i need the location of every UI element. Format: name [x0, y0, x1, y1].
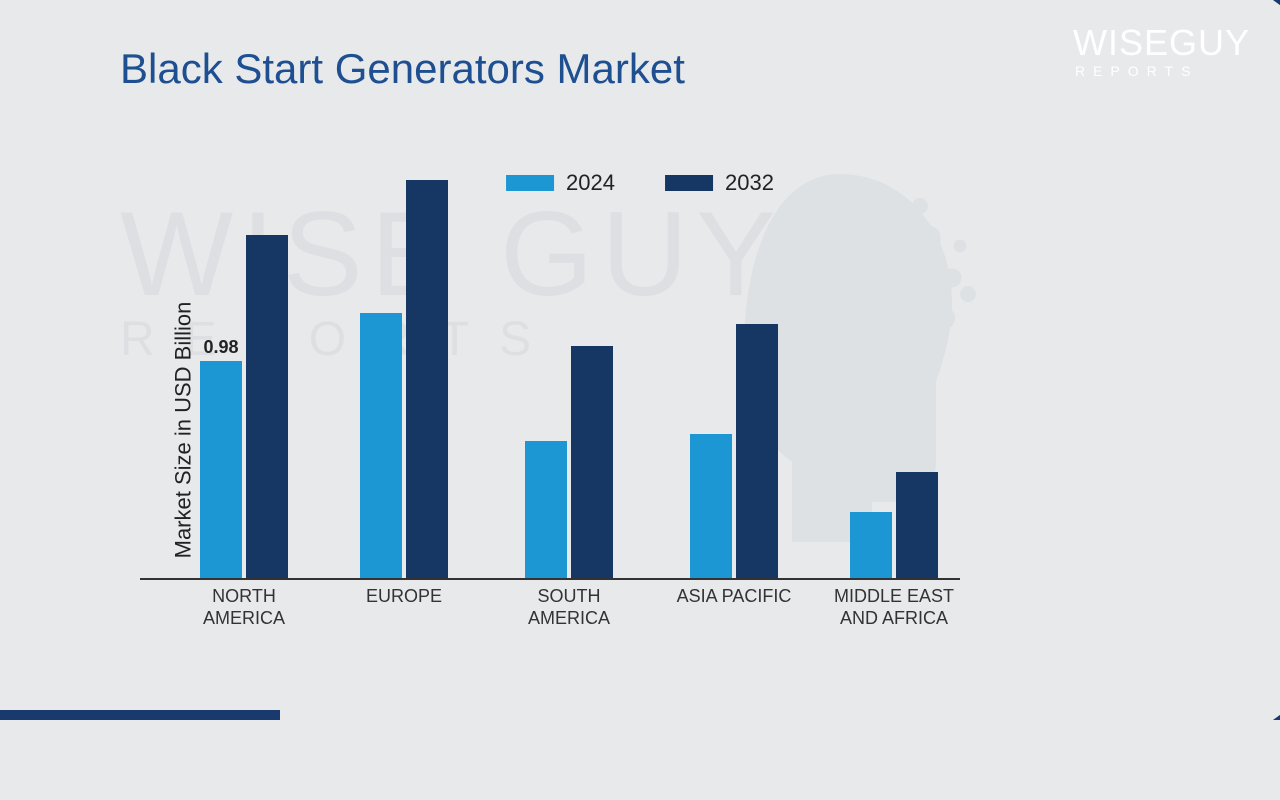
bar-2032	[896, 472, 938, 578]
bar-2032	[571, 346, 613, 578]
chart-legend: 2024 2032	[506, 170, 774, 196]
category-label: EUROPE	[339, 586, 469, 608]
bar-group: ASIA PACIFIC	[690, 324, 778, 578]
logo-sub-text: REPORTS	[1073, 63, 1250, 79]
bar-2032	[246, 235, 288, 578]
bar-2024	[850, 512, 892, 578]
category-label: SOUTH AMERICA	[504, 586, 634, 629]
category-label: ASIA PACIFIC	[669, 586, 799, 608]
bottom-accent-bar	[0, 710, 280, 720]
legend-item-2024: 2024	[506, 170, 615, 196]
bar-2024	[690, 434, 732, 578]
legend-label-2032: 2032	[725, 170, 774, 196]
chart-area: Market Size in USD Billion 0.98NORTH AME…	[50, 160, 960, 700]
bar-group: SOUTH AMERICA	[525, 346, 613, 578]
legend-swatch-2032	[665, 175, 713, 191]
legend-label-2024: 2024	[566, 170, 615, 196]
legend-swatch-2024	[506, 175, 554, 191]
logo-main-text: WISEGUY	[1073, 25, 1250, 61]
bar-2032	[736, 324, 778, 578]
legend-item-2032: 2032	[665, 170, 774, 196]
bar-2032	[406, 180, 448, 578]
bar-2024	[360, 313, 402, 578]
chart-plot: 0.98NORTH AMERICA EUROPE SOUTH AMERICA ASIA…	[140, 160, 960, 580]
bar-value-label: 0.98	[203, 337, 238, 358]
category-label: MIDDLE EAST AND AFRICA	[829, 586, 959, 629]
chart-title: Black Start Generators Market	[120, 45, 685, 93]
bar-group: MIDDLE EAST AND AFRICA	[850, 472, 938, 578]
bar-2024	[525, 441, 567, 578]
brand-logo: WISEGUY REPORTS	[1073, 25, 1250, 79]
bar-2024: 0.98	[200, 361, 242, 578]
bar-group: EUROPE	[360, 180, 448, 578]
bar-group: 0.98NORTH AMERICA	[200, 235, 288, 578]
category-label: NORTH AMERICA	[179, 586, 309, 629]
